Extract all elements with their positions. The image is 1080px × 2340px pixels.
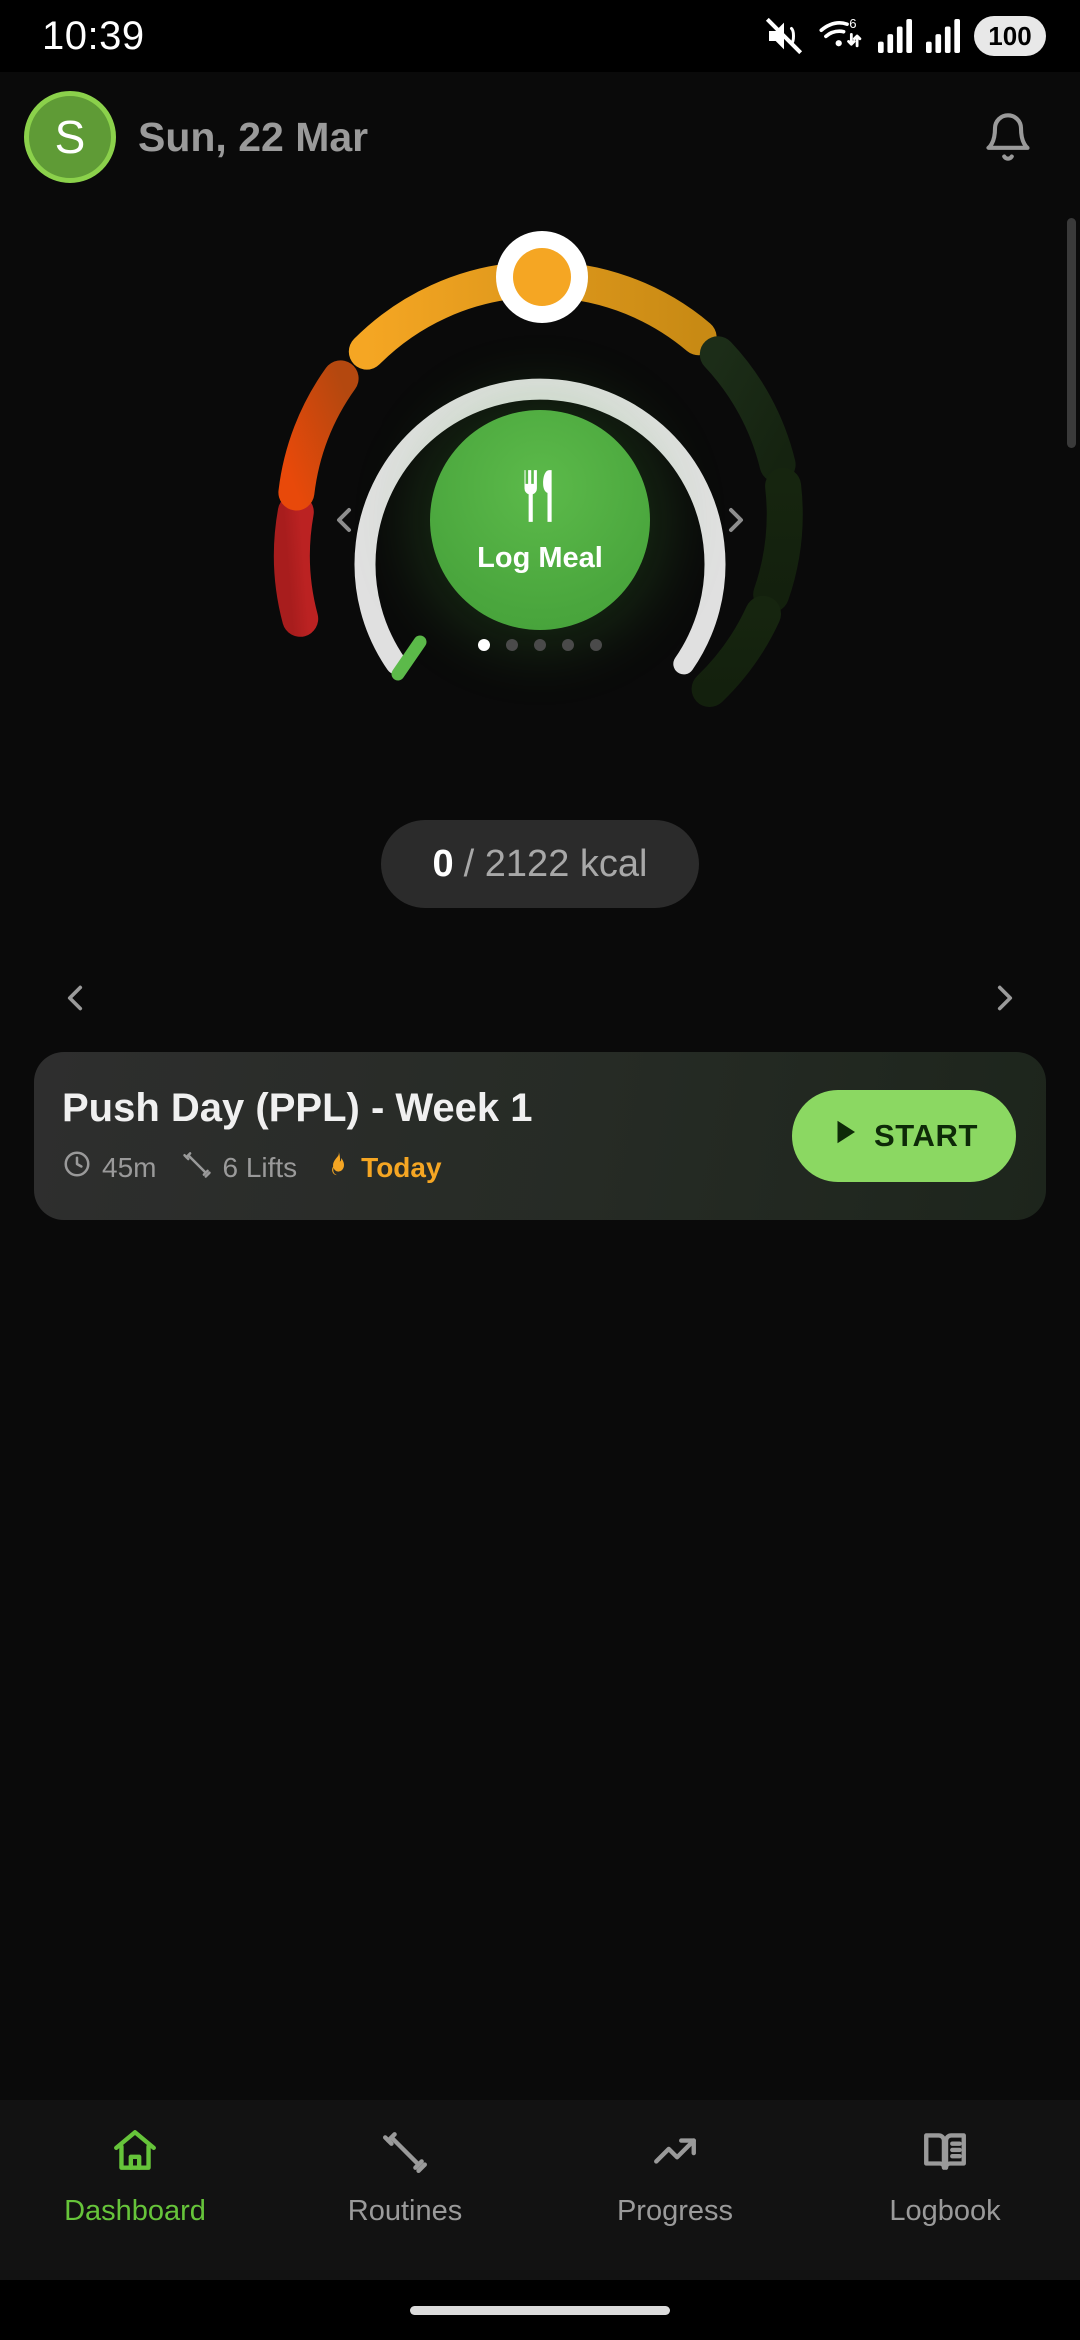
workout-duration: 45m: [62, 1149, 156, 1186]
status-icons: 6 10: [764, 16, 1046, 56]
svg-text:6: 6: [849, 16, 856, 31]
bottom-nav: Dashboard Routines Progress: [0, 2100, 1080, 2280]
signal-bars-icon: [878, 18, 912, 54]
workout-schedule-label: Today: [361, 1151, 442, 1183]
nav-label-progress: Progress: [616, 2195, 734, 2227]
status-time: 10:39: [42, 13, 145, 58]
log-meal-label: Log Meal: [477, 542, 603, 574]
page-title[interactable]: Sun, 22 Mar: [138, 113, 369, 160]
workout-meta: 45m 6 Lifts: [62, 1149, 774, 1186]
play-icon: [830, 1117, 860, 1155]
inner-marker: [391, 635, 427, 681]
home-indicator-area: [0, 2280, 1080, 2340]
nav-item-routines[interactable]: Routines: [270, 2126, 540, 2228]
fork-knife-icon: [509, 465, 571, 532]
gauge-knob-fill: [513, 248, 571, 306]
nav-item-logbook[interactable]: Logbook: [810, 2126, 1080, 2228]
nav-label-routines: Routines: [347, 2195, 463, 2227]
wifi6-icon: 6: [818, 16, 864, 56]
calories-target: / 2122 kcal: [463, 842, 648, 885]
calorie-pill[interactable]: 0 / 2122 kcal: [380, 820, 700, 908]
book-icon: [920, 2126, 970, 2181]
dumbbell-icon: [182, 1149, 212, 1186]
signal-bars-icon: [926, 18, 960, 54]
chevron-right-icon[interactable]: [712, 496, 760, 544]
carousel-prev-chevron-left-icon[interactable]: [50, 973, 100, 1023]
workout-card-info: Push Day (PPL) - Week 1 45m: [62, 1086, 774, 1186]
home-icon: [110, 2126, 160, 2181]
clock-icon: [62, 1149, 92, 1186]
workout-card[interactable]: Push Day (PPL) - Week 1 45m: [34, 1052, 1046, 1220]
calories-consumed: 0: [432, 842, 454, 885]
workout-schedule: Today: [323, 1149, 442, 1186]
mute-icon: [764, 16, 804, 56]
page-dot[interactable]: [506, 639, 518, 651]
dumbbell-icon: [380, 2126, 430, 2181]
avatar[interactable]: S: [24, 91, 116, 183]
calorie-gauge[interactable]: Log Meal: [0, 202, 1080, 842]
start-button-label: START: [873, 1118, 978, 1153]
chevron-left-icon[interactable]: [320, 496, 368, 544]
trending-up-icon: [650, 2126, 700, 2181]
start-button[interactable]: START: [791, 1090, 1016, 1182]
page-dots[interactable]: [478, 639, 602, 651]
calorie-summary: 0 / 2122 kcal: [0, 820, 1080, 908]
flame-icon: [323, 1149, 351, 1186]
workout-title: Push Day (PPL) - Week 1: [62, 1086, 533, 1130]
content-spacer: [0, 1220, 1080, 2100]
page-dot[interactable]: [534, 639, 546, 651]
bell-icon[interactable]: [976, 105, 1040, 169]
gauge-arcs: [273, 231, 803, 707]
workout-carousel-nav: [0, 968, 1080, 1028]
nav-label-logbook: Logbook: [889, 2195, 1001, 2227]
page-dot[interactable]: [562, 639, 574, 651]
carousel-next-chevron-right-icon[interactable]: [980, 973, 1030, 1023]
log-meal-button[interactable]: Log Meal: [430, 410, 650, 630]
home-indicator[interactable]: [410, 2305, 670, 2315]
nav-item-dashboard[interactable]: Dashboard: [0, 2126, 270, 2228]
nav-item-progress[interactable]: Progress: [540, 2126, 810, 2228]
page-dot[interactable]: [590, 639, 602, 651]
status-bar: 10:39 6: [0, 0, 1080, 72]
app-header: S Sun, 22 Mar: [0, 72, 1080, 202]
nav-label-dashboard: Dashboard: [64, 2195, 206, 2227]
battery-pill: 100: [974, 16, 1046, 56]
workout-lifts: 6 Lifts: [182, 1149, 297, 1186]
workout-duration-label: 45m: [102, 1151, 157, 1183]
workout-lifts-label: 6 Lifts: [222, 1151, 298, 1183]
scrollbar[interactable]: [1067, 218, 1076, 448]
page-dot[interactable]: [478, 639, 490, 651]
